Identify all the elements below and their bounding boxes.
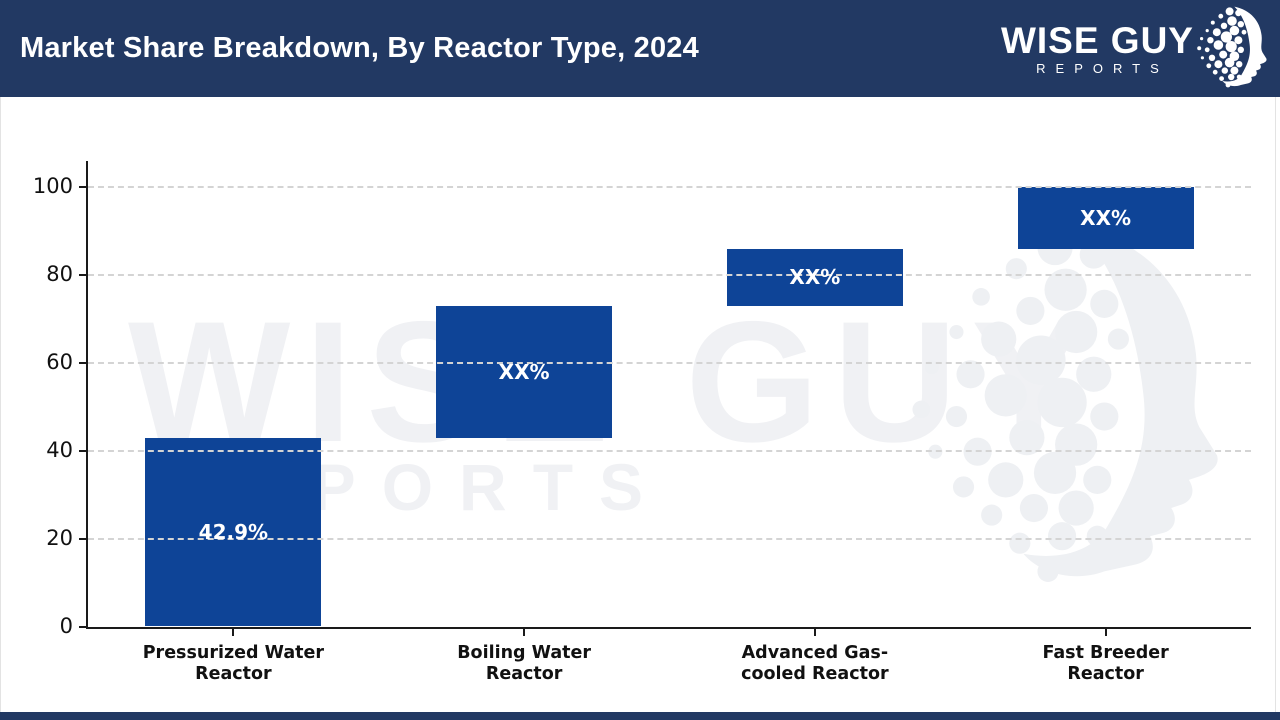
dotted-head-profile-icon — [1188, 5, 1268, 93]
x-category-label-line: Pressurized Water — [142, 642, 325, 663]
x-tick — [523, 628, 526, 636]
y-tick — [79, 273, 88, 276]
gridline — [88, 186, 1251, 188]
gridline — [88, 361, 1251, 364]
y-axis-line — [86, 161, 88, 629]
y-tick-label: 80 — [46, 261, 73, 286]
bar-value-label: XX% — [1080, 205, 1132, 230]
gridline — [88, 449, 1251, 452]
y-tick-label: 40 — [46, 437, 73, 462]
x-category-label-line: Reactor — [485, 663, 563, 684]
bar-value-label: XX% — [789, 265, 841, 290]
x-category-label: Pressurized Water Reactor — [93, 643, 373, 685]
header-bar: Market Share Breakdown, By Reactor Type,… — [0, 0, 1280, 97]
x-tick — [813, 628, 816, 636]
bar — [436, 305, 613, 438]
x-category-label-line: Boiling Water — [457, 642, 592, 663]
left-edge-line — [0, 97, 1, 712]
footer-bar — [0, 712, 1280, 720]
y-tick-label: 60 — [46, 349, 73, 374]
y-tick — [79, 625, 88, 628]
y-tick — [79, 361, 88, 364]
bar — [145, 437, 322, 627]
logo-subtitle: REPORTS — [1036, 61, 1169, 76]
page-title: Market Share Breakdown, By Reactor Type,… — [20, 32, 699, 64]
y-tick — [79, 449, 88, 452]
x-category-label-line: Advanced Gas- — [741, 642, 889, 663]
bar — [726, 248, 903, 306]
x-tick — [232, 628, 235, 636]
y-tick-label: 20 — [46, 525, 73, 550]
right-edge-line — [1275, 97, 1276, 712]
y-tick-label: 0 — [59, 613, 73, 638]
gridline — [88, 537, 1251, 540]
x-category-label-line: Reactor — [195, 663, 272, 684]
x-category-label-line: Reactor — [1067, 663, 1144, 684]
plot: WISE GUY REPORTS 0 20 40 60 80 100 42.9% Pressu… — [0, 97, 1280, 712]
bar — [1017, 187, 1194, 249]
bar-value-label: 42.9% — [198, 520, 269, 545]
x-tick — [1104, 628, 1107, 636]
y-tick — [79, 537, 88, 540]
watermark-dotted-head-profile-icon — [872, 219, 1224, 607]
gridline — [88, 273, 1251, 276]
x-category-label-line: Fast Breeder — [1042, 642, 1169, 663]
y-tick — [79, 186, 88, 188]
bar-value-label: XX% — [498, 359, 550, 384]
x-category-label-line: cooled Reactor — [741, 663, 889, 684]
wiseguy-logo: WISE GUY REPORTS — [1001, 4, 1268, 94]
x-category-label: Fast Breeder Reactor — [966, 643, 1246, 685]
logo-name: WISE GUY — [1000, 20, 1194, 61]
x-category-label: Boiling Water Reactor — [384, 643, 664, 685]
y-tick-label: 100 — [32, 174, 73, 198]
x-axis-line — [86, 626, 1251, 629]
x-category-label: Advanced Gas-cooled Reactor — [675, 643, 955, 685]
logo-text: WISE GUY REPORTS — [1000, 20, 1194, 77]
